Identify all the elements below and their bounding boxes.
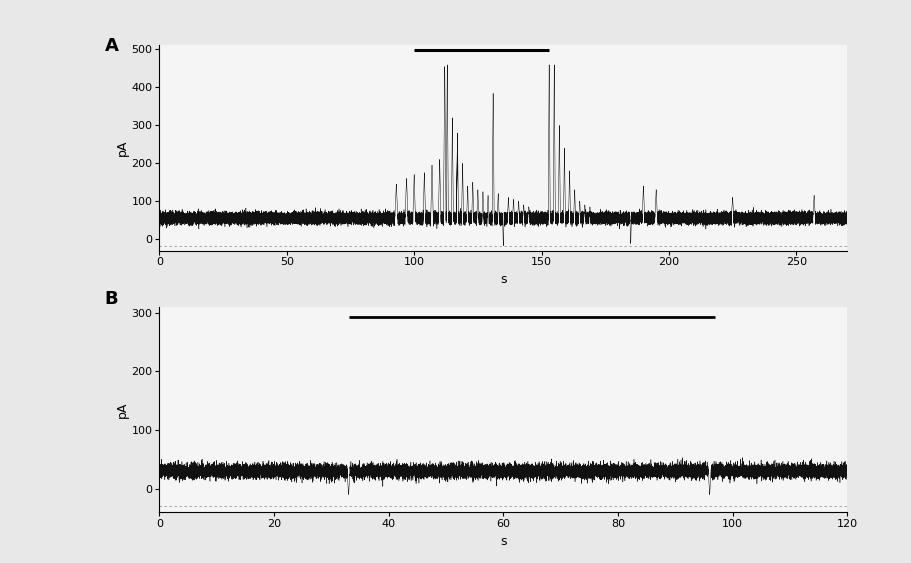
Y-axis label: pA: pA: [116, 401, 128, 418]
Text: B: B: [105, 290, 118, 308]
X-axis label: s: s: [500, 535, 507, 548]
Text: A: A: [105, 37, 118, 55]
Y-axis label: pA: pA: [116, 140, 128, 156]
X-axis label: s: s: [500, 273, 507, 286]
